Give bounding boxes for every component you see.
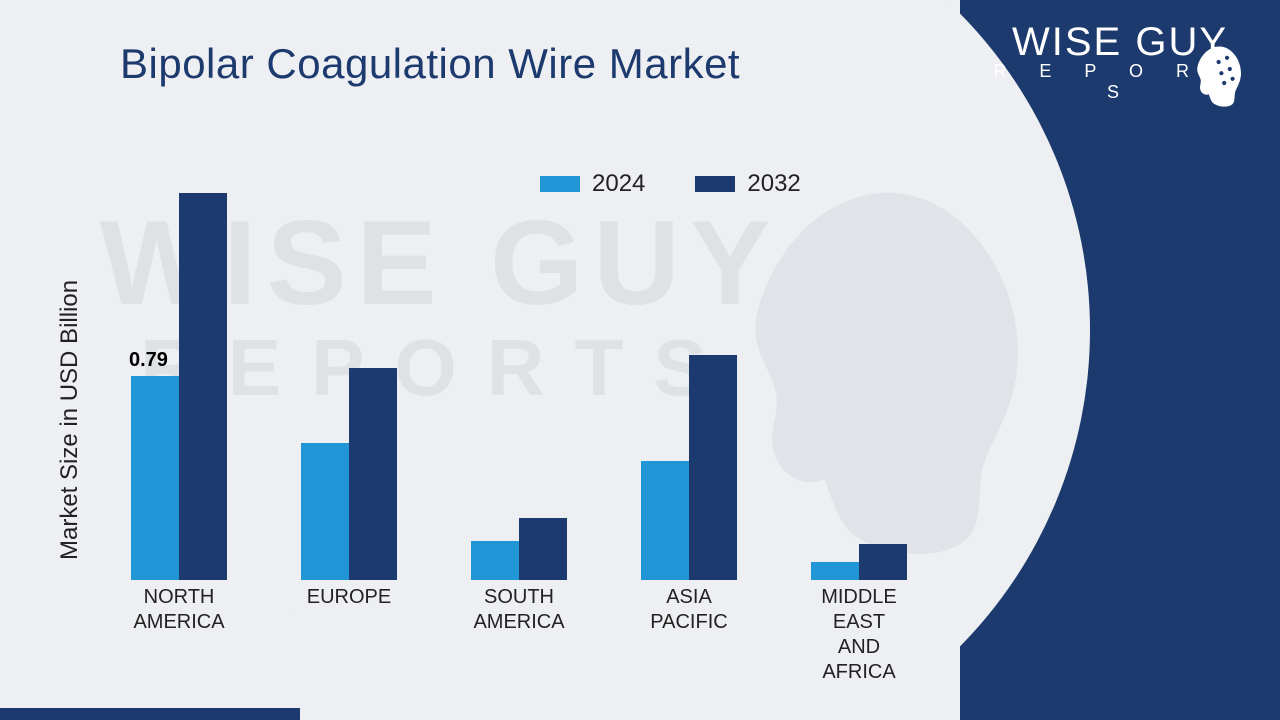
bar bbox=[859, 544, 907, 580]
category-label: MIDDLE EAST AND AFRICA bbox=[774, 585, 944, 685]
bar bbox=[519, 518, 567, 580]
bar bbox=[811, 562, 859, 580]
bottom-accent-bar bbox=[0, 708, 300, 720]
category-label: NORTH AMERICA bbox=[94, 585, 264, 635]
bar bbox=[641, 461, 689, 580]
bar-value-label: 0.79 bbox=[129, 349, 168, 372]
bar bbox=[349, 368, 397, 580]
infographic-canvas: WISE GUY REPORTS Bipolar Coagulation Wir… bbox=[0, 0, 1280, 720]
logo-head-icon bbox=[1178, 40, 1248, 112]
brand-logo: WISE GUY R E P O R T S bbox=[980, 20, 1260, 103]
bar bbox=[131, 376, 179, 580]
category-label: ASIA PACIFIC bbox=[604, 585, 774, 635]
bar bbox=[471, 541, 519, 580]
plot-area: 0.79 bbox=[94, 180, 944, 580]
category-label: SOUTH AMERICA bbox=[434, 585, 604, 635]
chart-title: Bipolar Coagulation Wire Market bbox=[120, 40, 740, 88]
bar bbox=[689, 355, 737, 580]
category-label: EUROPE bbox=[264, 585, 434, 610]
bar bbox=[179, 193, 227, 580]
bar-chart: 0.79 NORTH AMERICAEUROPESOUTH AMERICAASI… bbox=[94, 180, 944, 700]
bar bbox=[301, 443, 349, 580]
y-axis-label: Market Size in USD Billion bbox=[56, 280, 84, 560]
